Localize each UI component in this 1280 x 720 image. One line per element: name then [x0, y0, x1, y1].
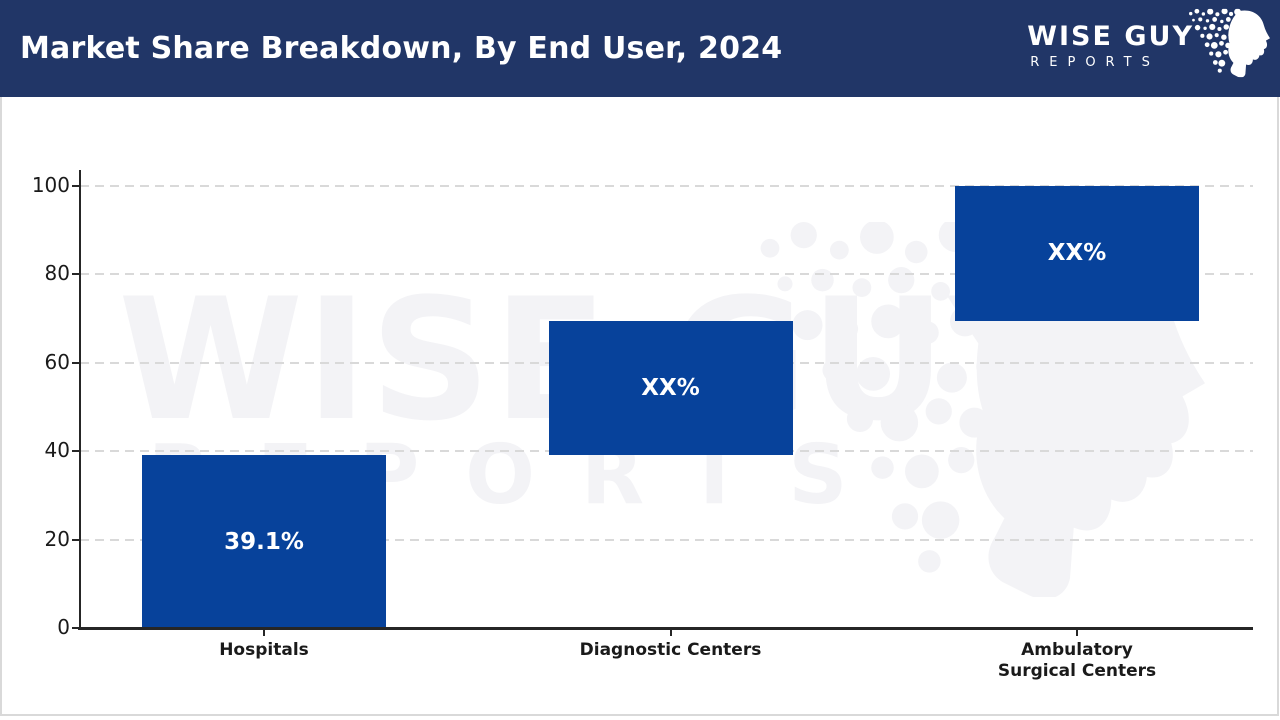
y-tick-label-0: 0 [57, 615, 70, 639]
gridline-80 [80, 273, 1253, 276]
x-tick-mark-ambulatory-surgical-centers [1076, 628, 1078, 636]
y-tick-mark-0 [72, 627, 80, 629]
bar-value-label-diagnostic-centers: XX% [641, 374, 700, 401]
x-category-label-ambulatory-surgical-centers: Ambulatory Surgical Centers [997, 640, 1157, 681]
gridline-100 [80, 185, 1253, 187]
logo-subtitle: REPORTS [1030, 55, 1160, 70]
x-category-label-hospitals: Hospitals [219, 640, 309, 660]
x-tick-mark-hospitals [263, 628, 265, 636]
y-tick-mark-60 [72, 361, 80, 364]
y-tick-mark-100 [72, 185, 80, 187]
y-tick-label-80: 80 [44, 261, 70, 286]
bar-ambulatory-surgical-centers: XX% [955, 186, 1199, 321]
y-tick-mark-20 [72, 538, 80, 541]
page-title: Market Share Breakdown, By End User, 202… [20, 31, 783, 66]
y-tick-mark-40 [72, 450, 80, 453]
y-tick-label-100: 100 [31, 173, 70, 197]
wiseguy-logo: WISE GUY REPORTS [1027, 8, 1270, 78]
bar-value-label-ambulatory-surgical-centers: XX% [1047, 240, 1107, 267]
x-category-label-diagnostic-centers: Diagnostic Centers [579, 640, 762, 660]
bar-hospitals: 39.1% [142, 455, 386, 628]
logo-wordmark: WISE GUY [1027, 21, 1194, 52]
x-axis-line [78, 627, 1253, 630]
y-tick-label-60: 60 [44, 349, 70, 374]
logo-text: WISE GUY REPORTS [1027, 21, 1194, 71]
x-tick-mark-diagnostic-centers [669, 628, 672, 636]
bar-diagnostic-centers: XX% [548, 320, 793, 456]
header-bar: Market Share Breakdown, By End User, 202… [0, 0, 1280, 97]
gridline-20 [80, 538, 1253, 541]
y-tick-label-20: 20 [44, 526, 70, 551]
bar-value-label-hospitals: 39.1% [224, 528, 304, 555]
y-tick-mark-80 [72, 273, 80, 276]
logo-head-icon [1188, 8, 1270, 78]
y-axis-line [79, 170, 81, 630]
y-tick-label-40: 40 [44, 438, 70, 463]
